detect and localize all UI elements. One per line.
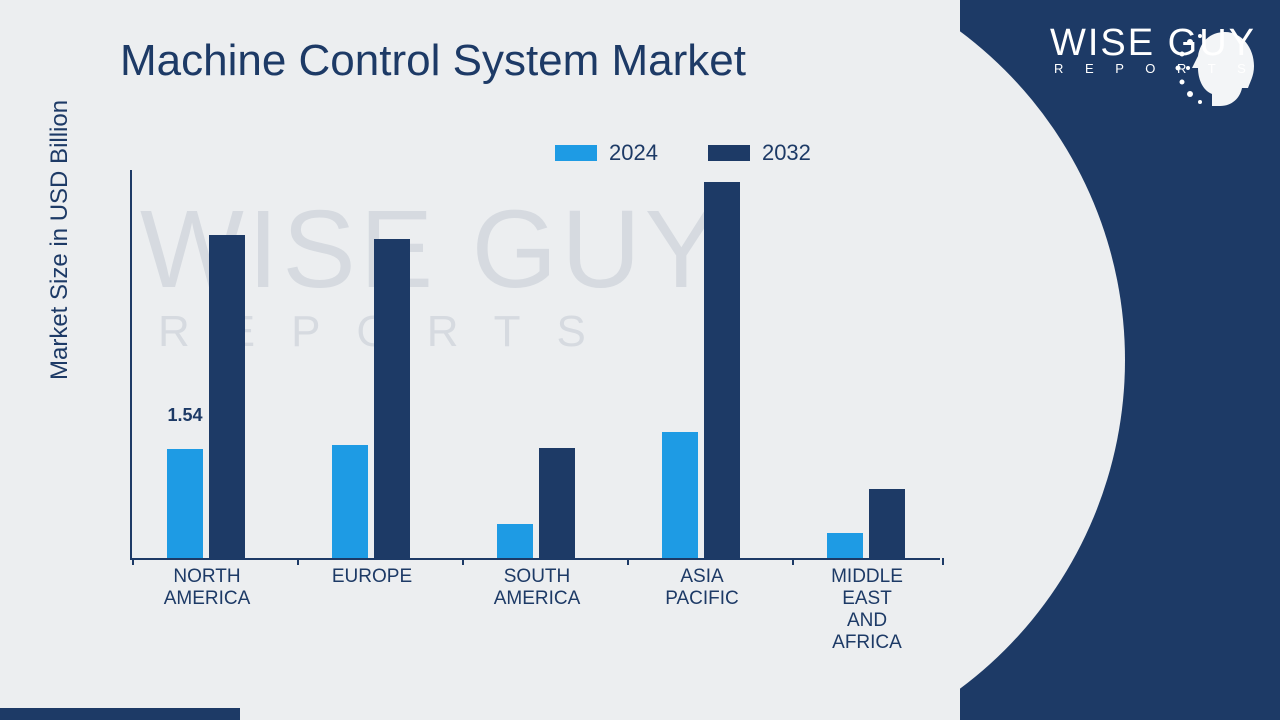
legend: 2024 2032 — [555, 140, 811, 166]
legend-item-2024: 2024 — [555, 140, 658, 166]
value-label: 1.54 — [167, 405, 202, 426]
bar-2024 — [497, 524, 533, 558]
bar-2032 — [539, 448, 575, 558]
bar-2032 — [704, 182, 740, 558]
legend-label-2032: 2032 — [762, 140, 811, 166]
x-tick — [462, 558, 464, 565]
legend-item-2032: 2032 — [708, 140, 811, 166]
x-tick — [942, 558, 944, 565]
chart-title: Machine Control System Market — [120, 36, 746, 86]
x-tick — [297, 558, 299, 565]
x-tick — [132, 558, 134, 565]
bar-2032 — [374, 239, 410, 558]
legend-swatch-2024 — [555, 145, 597, 161]
bottom-accent-bar — [0, 708, 240, 720]
x-tick — [627, 558, 629, 565]
category-label: SOUTHAMERICA — [467, 558, 607, 610]
x-tick — [792, 558, 794, 565]
category-label: MIDDLEEASTANDAFRICA — [797, 558, 937, 653]
bar-2024 — [167, 449, 203, 558]
bar-2024 — [827, 533, 863, 558]
category-label: NORTHAMERICA — [137, 558, 277, 610]
chart-plot: NORTHAMERICAEUROPESOUTHAMERICAASIAPACIFI… — [130, 170, 940, 560]
category-label: EUROPE — [302, 558, 442, 588]
category-label: ASIAPACIFIC — [632, 558, 772, 610]
legend-label-2024: 2024 — [609, 140, 658, 166]
logo-main-text: WISE GUY — [1050, 22, 1256, 65]
bar-2032 — [869, 489, 905, 558]
legend-swatch-2032 — [708, 145, 750, 161]
logo-sub-text: R E P O R T S — [1050, 61, 1256, 76]
y-axis-label: Market Size in USD Billion — [46, 100, 74, 380]
bar-2024 — [662, 432, 698, 558]
brand-logo: WISE GUY R E P O R T S — [1050, 22, 1256, 76]
bar-2032 — [209, 235, 245, 558]
bar-2024 — [332, 445, 368, 558]
